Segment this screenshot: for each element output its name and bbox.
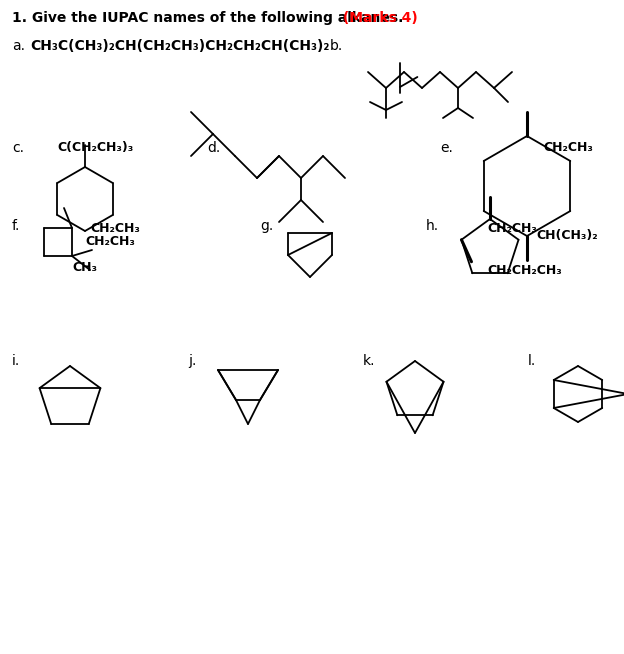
- Text: e.: e.: [440, 141, 453, 155]
- Text: 1. Give the IUPAC names of the following alkanes.: 1. Give the IUPAC names of the following…: [12, 11, 403, 25]
- Text: j.: j.: [188, 354, 197, 368]
- Text: d.: d.: [207, 141, 220, 155]
- Text: f.: f.: [12, 219, 21, 233]
- Text: CH₃: CH₃: [72, 261, 97, 274]
- Text: k.: k.: [363, 354, 376, 368]
- Text: CH₃C(CH₃)₂CH(CH₂CH₃)CH₂CH₂CH(CH₃)₂: CH₃C(CH₃)₂CH(CH₂CH₃)CH₂CH₂CH(CH₃)₂: [30, 39, 329, 53]
- Text: C(CH₂CH₃)₃: C(CH₂CH₃)₃: [57, 141, 134, 154]
- Text: CH(CH₃)₂: CH(CH₃)₂: [536, 229, 598, 242]
- Text: CH₂CH₃: CH₂CH₃: [543, 141, 593, 154]
- Text: h.: h.: [426, 219, 439, 233]
- Text: g.: g.: [260, 219, 273, 233]
- Text: l.: l.: [528, 354, 536, 368]
- Text: CH₂CH₂CH₃: CH₂CH₂CH₃: [487, 264, 562, 277]
- Text: CH₂CH₃: CH₂CH₃: [487, 222, 537, 235]
- Text: CH₂CH₃: CH₂CH₃: [85, 235, 135, 248]
- Text: CH₂CH₃: CH₂CH₃: [90, 222, 140, 235]
- Text: b.: b.: [330, 39, 343, 53]
- Text: c.: c.: [12, 141, 24, 155]
- Text: a.: a.: [12, 39, 25, 53]
- Text: i.: i.: [12, 354, 20, 368]
- Text: (Marks 4): (Marks 4): [338, 11, 417, 25]
